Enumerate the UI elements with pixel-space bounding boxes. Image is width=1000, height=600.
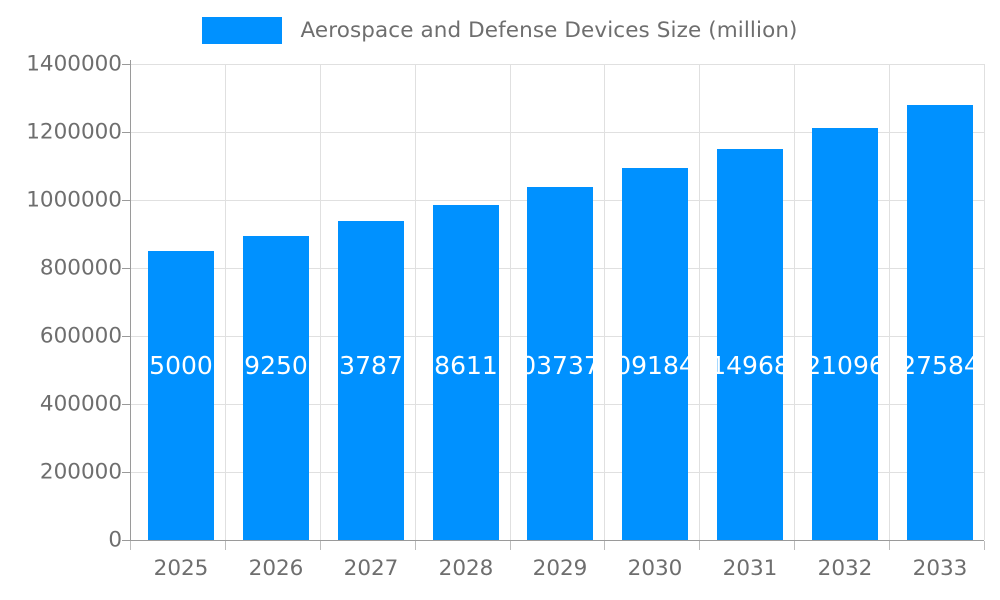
- gridline-vertical: [794, 64, 795, 540]
- x-tick-label: 2033: [912, 556, 968, 581]
- x-tick-label: 2025: [153, 556, 209, 581]
- x-tick-mark: [889, 541, 890, 550]
- y-tick-label: 0: [108, 527, 122, 553]
- gridline-horizontal: [130, 132, 984, 133]
- x-tick-mark: [699, 541, 700, 550]
- y-tick-label: 1400000: [26, 51, 122, 77]
- x-tick-label: 2031: [722, 556, 778, 581]
- x-tick-mark: [130, 541, 131, 550]
- y-axis-tick-labels: 1400000 1200000 1000000 800000 600000 40…: [0, 0, 122, 600]
- x-tick-mark: [225, 541, 226, 550]
- x-tick-label: 2030: [627, 556, 683, 581]
- x-tick-label: 2026: [248, 556, 304, 581]
- y-tick-label: 1200000: [26, 119, 122, 145]
- y-tick-mark: [122, 64, 131, 65]
- legend-item-aerospace-and-defense-devices-size[interactable]: Aerospace and Defense Devices Size (mill…: [202, 16, 798, 44]
- gridline-vertical: [604, 64, 605, 540]
- gridline-horizontal: [130, 64, 984, 65]
- y-axis-line: [130, 60, 131, 544]
- bar-value-label: 937875: [338, 351, 404, 380]
- x-tick-mark: [604, 541, 605, 550]
- chart-legend: Aerospace and Defense Devices Size (mill…: [0, 13, 1000, 47]
- bar-2030[interactable]: 1091843: [622, 168, 688, 540]
- bar-2026[interactable]: 892500: [243, 236, 309, 540]
- plot-area: 850000 892500 937875 986118 1037375 1091…: [130, 64, 985, 540]
- gridline-vertical: [510, 64, 511, 540]
- y-tick-label: 800000: [39, 255, 122, 281]
- x-tick-label: 2028: [438, 556, 494, 581]
- bar-value-label: 1091843: [622, 351, 688, 380]
- bar-2028[interactable]: 986118: [433, 205, 499, 540]
- x-tick-mark: [510, 541, 511, 550]
- bar-value-label: 1149685: [717, 351, 783, 380]
- y-tick-mark: [122, 336, 131, 337]
- gridline-vertical: [699, 64, 700, 540]
- bar-value-label: 986118: [433, 351, 499, 380]
- gridline-vertical: [320, 64, 321, 540]
- y-tick-label: 600000: [39, 323, 122, 349]
- gridline-vertical: [415, 64, 416, 540]
- x-tick-mark: [984, 541, 985, 550]
- bar-value-label: 1037375: [527, 351, 593, 380]
- y-tick-mark: [122, 132, 131, 133]
- gridline-vertical: [225, 64, 226, 540]
- bar-2027[interactable]: 937875: [338, 221, 404, 540]
- y-tick-mark: [122, 268, 131, 269]
- bar-value-label: 892500: [243, 351, 309, 380]
- legend-swatch-icon: [202, 16, 283, 44]
- bar-2031[interactable]: 1149685: [717, 149, 783, 540]
- y-tick-label: 200000: [39, 459, 122, 485]
- x-tick-mark: [794, 541, 795, 550]
- bar-2029[interactable]: 1037375: [527, 187, 593, 540]
- bar-value-label: 1275840: [907, 351, 973, 380]
- bar-2025[interactable]: 850000: [148, 251, 214, 540]
- gridline-vertical: [984, 64, 985, 540]
- y-tick-mark: [122, 472, 131, 473]
- legend-item-label: Aerospace and Defense Devices Size (mill…: [300, 17, 798, 43]
- bar-value-label: 850000: [148, 351, 214, 380]
- y-tick-mark: [122, 200, 131, 201]
- bar-value-label: 1210962: [812, 351, 878, 380]
- y-tick-mark: [122, 404, 131, 405]
- x-axis-line: [126, 540, 984, 541]
- x-tick-mark: [415, 541, 416, 550]
- bar-2033[interactable]: 1275840: [907, 105, 973, 540]
- x-tick-mark: [320, 541, 321, 550]
- x-tick-label: 2027: [343, 556, 399, 581]
- bar-2032[interactable]: 1210962: [812, 128, 878, 540]
- x-tick-label: 2032: [817, 556, 873, 581]
- y-tick-label: 1000000: [26, 187, 122, 213]
- x-tick-label: 2029: [532, 556, 588, 581]
- gridline-vertical: [889, 64, 890, 540]
- y-tick-label: 400000: [39, 391, 122, 417]
